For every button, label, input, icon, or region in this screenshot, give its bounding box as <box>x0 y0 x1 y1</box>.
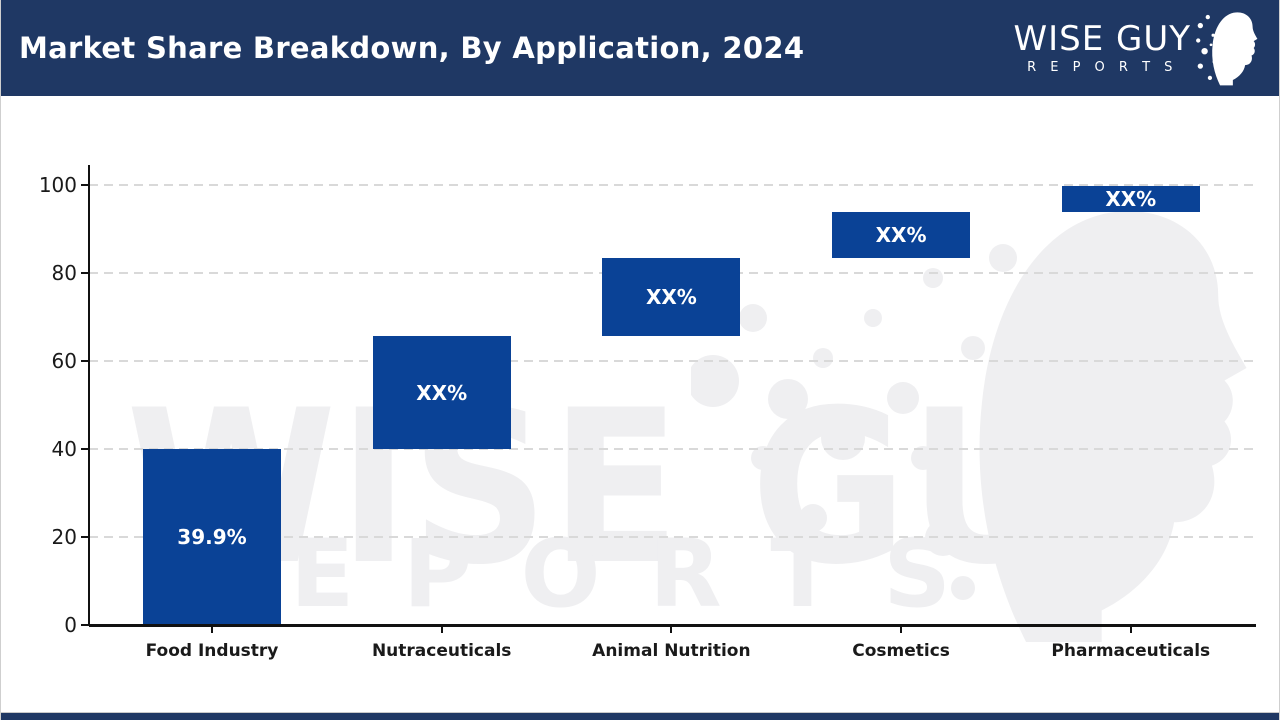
footer-bar <box>1 712 1279 720</box>
bar-value-label-nutraceuticals: XX% <box>416 380 468 405</box>
y-tick-80 <box>81 272 89 274</box>
x-tick-pharmaceuticals <box>1129 625 1132 633</box>
y-tick-label-20: 20 <box>51 525 77 549</box>
logo-subtitle: R E P O R T S <box>1027 60 1178 75</box>
bar-value-label-animal-nutrition: XX% <box>645 285 697 310</box>
y-tick-label-100: 100 <box>38 173 77 197</box>
bar-animal-nutrition: XX% <box>602 258 741 337</box>
waterfall-chart: WISE GUY R E P O R T S 0 20 40 60 80 100 39.9%… <box>1 96 1279 713</box>
y-tick-label-80: 80 <box>51 261 77 285</box>
page-title: Market Share Breakdown, By Application, … <box>19 31 805 65</box>
gridline-40 <box>89 448 1256 450</box>
x-axis-label-pharmaceuticals: Pharmaceuticals <box>1051 641 1211 661</box>
y-axis-line <box>88 165 90 626</box>
x-axis-label-animal-nutrition: Animal Nutrition <box>592 641 751 661</box>
bar-cosmetics: XX% <box>832 212 971 259</box>
x-axis-line <box>89 624 1256 627</box>
watermark-subtitle: R E P O R T S <box>169 520 959 629</box>
y-tick-20 <box>81 536 89 538</box>
wiseguy-logo: WISE GUY R E P O R T S <box>1013 9 1259 87</box>
x-axis-label-food-industry: Food Industry <box>145 641 279 661</box>
x-tick-nutraceuticals <box>440 625 443 633</box>
y-tick-label-0: 0 <box>64 613 77 637</box>
bar-pharmaceuticals: XX% <box>1061 185 1200 213</box>
gridline-100 <box>89 184 1256 186</box>
x-axis-label-cosmetics: Cosmetics <box>852 641 950 661</box>
gridline-60 <box>89 360 1256 362</box>
x-axis-label-nutraceuticals: Nutraceuticals <box>371 641 512 661</box>
bar-value-label-pharmaceuticals: XX% <box>1105 187 1157 212</box>
bar-value-label-cosmetics: XX% <box>875 223 927 248</box>
y-tick-label-60: 60 <box>51 349 77 373</box>
x-tick-food-industry <box>211 625 213 633</box>
y-tick-label-40: 40 <box>51 437 77 461</box>
x-tick-cosmetics <box>900 625 903 633</box>
x-tick-animal-nutrition <box>670 625 673 633</box>
y-tick-0 <box>81 624 89 626</box>
header: Market Share Breakdown, By Application, … <box>1 0 1279 96</box>
y-tick-40 <box>81 448 89 450</box>
logo-wordmark: WISE GUY <box>1013 19 1191 59</box>
watermark-head-icon <box>691 211 1247 642</box>
wiseguy-head-icon <box>1196 12 1258 86</box>
y-tick-60 <box>81 360 89 362</box>
bar-value-label-food-industry: 39.9% <box>177 525 247 550</box>
bar-food-industry: 39.9% <box>143 449 281 625</box>
bar-nutraceuticals: XX% <box>372 336 511 450</box>
y-tick-100 <box>81 184 89 186</box>
gridline-20 <box>89 536 1256 538</box>
logo-wordmark-block: WISE GUY R E P O R T S <box>1013 22 1191 74</box>
